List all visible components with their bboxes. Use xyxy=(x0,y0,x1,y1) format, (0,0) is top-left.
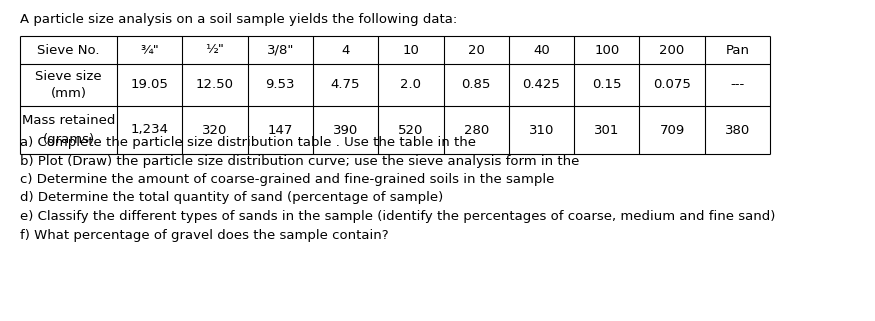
Text: 200: 200 xyxy=(660,44,684,56)
Text: 310: 310 xyxy=(528,124,554,136)
Text: 520: 520 xyxy=(398,124,424,136)
Text: Sieve No.: Sieve No. xyxy=(38,44,100,56)
Text: 147: 147 xyxy=(268,124,293,136)
Text: 4.75: 4.75 xyxy=(331,79,360,91)
Text: a) Complete the particle size distribution table . Use the table in the: a) Complete the particle size distributi… xyxy=(20,136,476,149)
Text: 100: 100 xyxy=(594,44,619,56)
Text: f) What percentage of gravel does the sample contain?: f) What percentage of gravel does the sa… xyxy=(20,229,388,241)
Text: 19.05: 19.05 xyxy=(130,79,169,91)
Text: d) Determine the total quantity of sand (percentage of sample): d) Determine the total quantity of sand … xyxy=(20,192,444,204)
Text: Sieve size
(mm): Sieve size (mm) xyxy=(35,70,102,100)
Text: ---: --- xyxy=(731,79,745,91)
Text: 380: 380 xyxy=(724,124,750,136)
Text: 10: 10 xyxy=(402,44,419,56)
Text: ¾": ¾" xyxy=(140,44,159,56)
Text: 0.15: 0.15 xyxy=(592,79,621,91)
Text: 3/8": 3/8" xyxy=(267,44,294,56)
Text: 280: 280 xyxy=(464,124,489,136)
Text: A particle size analysis on a soil sample yields the following data:: A particle size analysis on a soil sampl… xyxy=(20,13,458,26)
Text: 2.0: 2.0 xyxy=(401,79,422,91)
Text: 9.53: 9.53 xyxy=(265,79,295,91)
Text: 301: 301 xyxy=(594,124,619,136)
Text: 320: 320 xyxy=(202,124,228,136)
Text: 390: 390 xyxy=(332,124,358,136)
Text: ½": ½" xyxy=(206,44,224,56)
Text: Pan: Pan xyxy=(725,44,749,56)
Text: 709: 709 xyxy=(660,124,684,136)
Text: b) Plot (Draw) the particle size distribution curve; use the sieve analysis form: b) Plot (Draw) the particle size distrib… xyxy=(20,154,579,168)
Text: 40: 40 xyxy=(533,44,550,56)
Text: 1,234: 1,234 xyxy=(130,124,169,136)
Text: 12.50: 12.50 xyxy=(196,79,234,91)
Text: 0.85: 0.85 xyxy=(461,79,491,91)
Text: 0.075: 0.075 xyxy=(653,79,691,91)
Text: 0.425: 0.425 xyxy=(522,79,560,91)
Text: 20: 20 xyxy=(468,44,485,56)
Text: e) Classify the different types of sands in the sample (identify the percentages: e) Classify the different types of sands… xyxy=(20,210,775,223)
Text: c) Determine the amount of coarse-grained and fine-grained soils in the sample: c) Determine the amount of coarse-graine… xyxy=(20,173,555,186)
Text: 4: 4 xyxy=(341,44,350,56)
Text: Mass retained
(grams): Mass retained (grams) xyxy=(22,115,116,145)
